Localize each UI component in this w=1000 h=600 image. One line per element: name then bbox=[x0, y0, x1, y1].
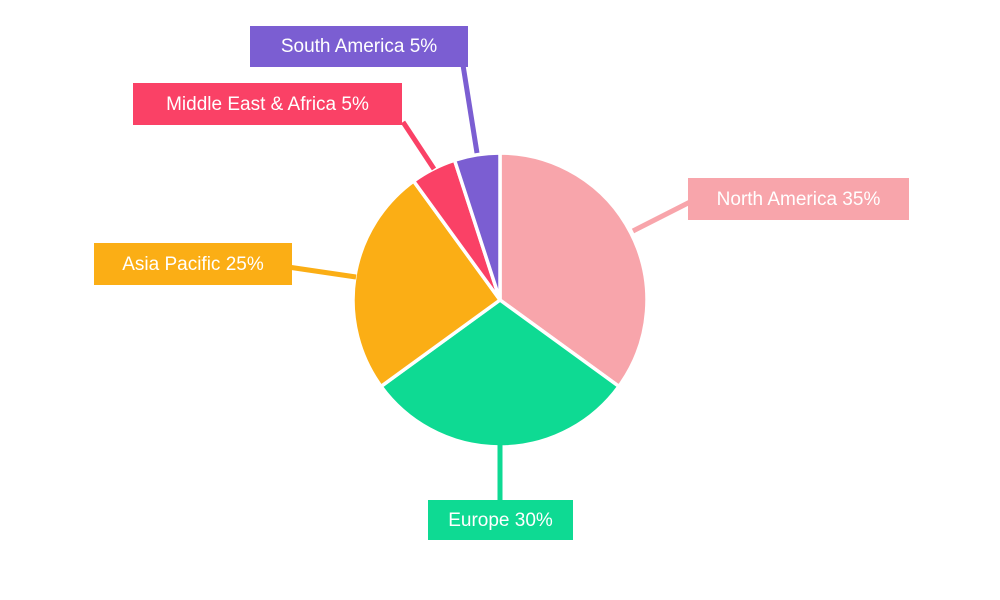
pie-slice-south-america[interactable] bbox=[452, 151, 502, 302]
pie-label-europe: Europe 30% bbox=[428, 500, 573, 540]
pie-slice-north-america[interactable] bbox=[498, 151, 649, 389]
leader-line-north-america bbox=[631, 198, 694, 234]
pie-label-north-america: North America 35% bbox=[688, 178, 909, 220]
leader-line-asia-pacific bbox=[287, 264, 357, 280]
pie-label-middle-east-africa: Middle East & Africa 5% bbox=[133, 83, 402, 125]
leader-line-south-america bbox=[460, 64, 480, 154]
pie-label-south-america: South America 5% bbox=[250, 26, 468, 67]
pie-label-asia-pacific: Asia Pacific 25% bbox=[94, 243, 292, 285]
leader-line-middle-east-africa bbox=[400, 120, 437, 171]
